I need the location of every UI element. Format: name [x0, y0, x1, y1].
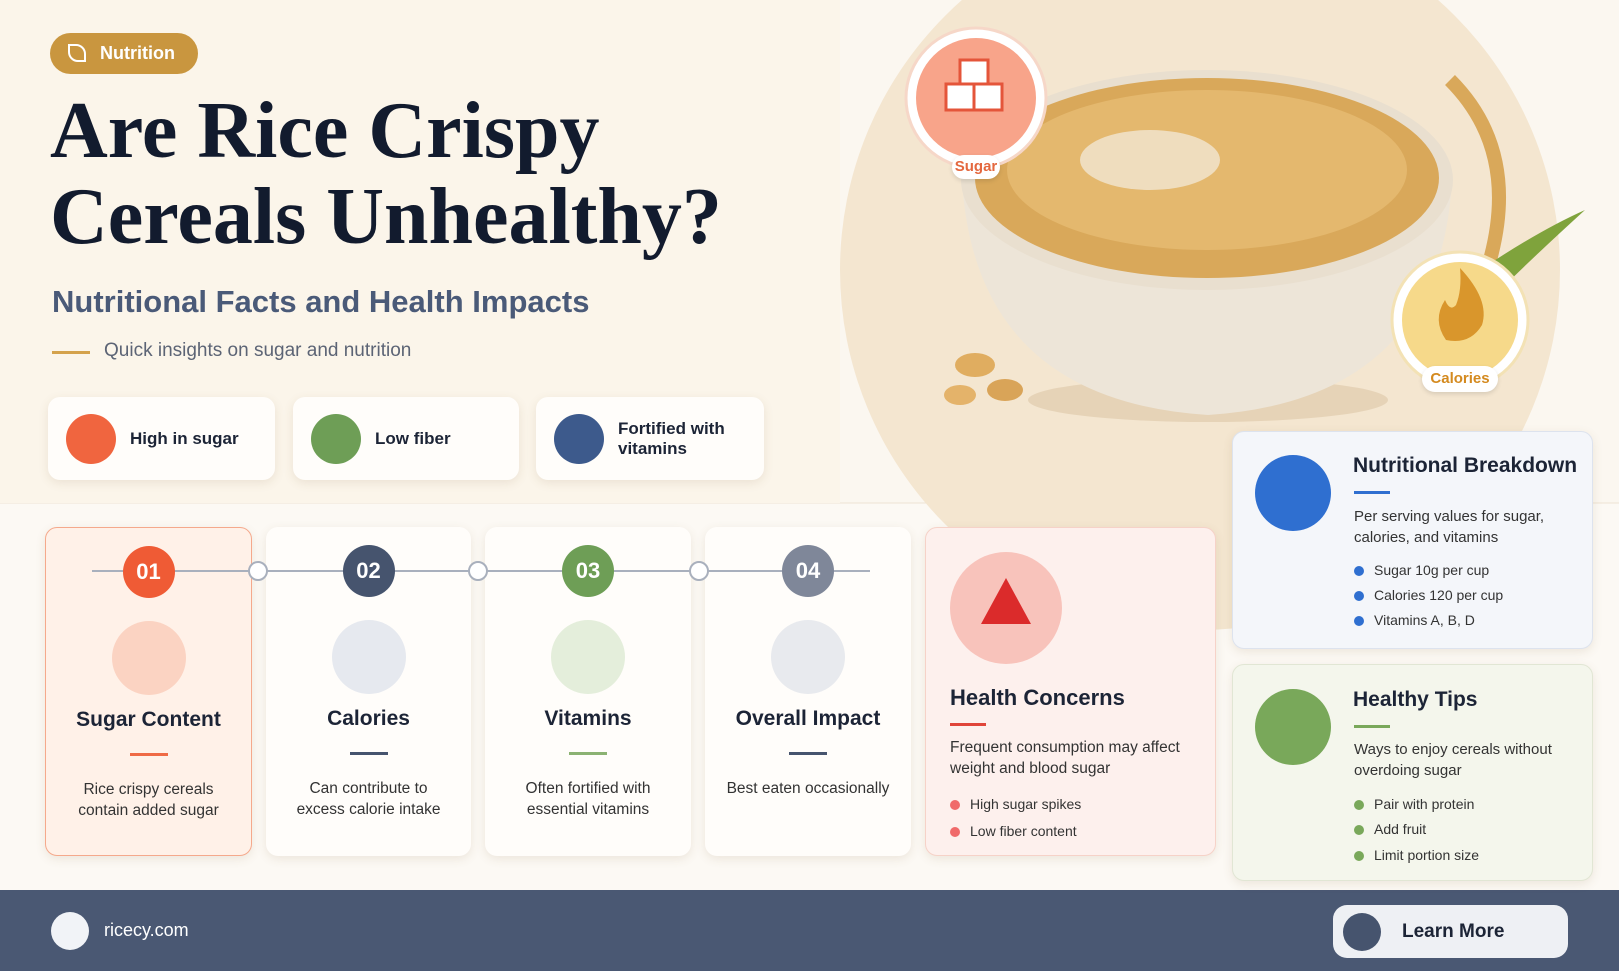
step-card: 01 Sugar Content Rice crispy cereals con… [45, 527, 252, 856]
step-card: 04 Overall Impact Best eaten occasionall… [705, 527, 911, 856]
step-title: Overall Impact [735, 707, 881, 730]
badge-label: Sugar [952, 155, 1000, 179]
sugar-badge-art [904, 26, 1048, 170]
card-title: Health Concerns [950, 685, 1125, 710]
icon [1255, 689, 1331, 765]
subtitle: Nutritional Facts and Health Impacts [52, 284, 590, 319]
step-rule [349, 752, 388, 755]
globe-icon [51, 912, 89, 950]
icon [554, 413, 604, 464]
warning-triangle [981, 578, 1031, 624]
list-item: Calories 120 per cup [1354, 587, 1503, 603]
step-text: Can contribute to excess calorie intake [296, 780, 441, 818]
highlight-card: High in sugar [48, 397, 275, 480]
highlight-card: Low fiber [293, 397, 519, 480]
step-title: Sugar Content [76, 708, 221, 731]
card-text: Frequent consumption may affect weight a… [950, 739, 1180, 777]
site-link[interactable]: ricecy.com [104, 920, 189, 940]
tagline: Quick insights on sugar and nutrition [104, 340, 412, 361]
list-item: High sugar spikes [950, 796, 1081, 812]
list-item: Vitamins A, B, D [1354, 612, 1475, 628]
step-title: Calories [327, 707, 410, 730]
list-item: Low fiber content [950, 823, 1077, 839]
step-card: 02 Calories Can contribute to excess cal… [266, 527, 471, 856]
step-icon [771, 620, 845, 694]
step-rule [569, 752, 607, 755]
title: Are Rice Crispy Cereals Unhealthy? [50, 87, 722, 261]
highlight: Low fiber [375, 428, 451, 448]
step-icon [331, 620, 406, 694]
icon [66, 413, 116, 464]
step-rule [789, 752, 827, 755]
step-rule [129, 753, 168, 756]
card-rule [1354, 725, 1390, 728]
step-icon [551, 620, 625, 694]
tips-card: Healthy Tips Ways to enjoy cereals witho… [1232, 664, 1593, 881]
button-icon [1343, 913, 1381, 951]
breakdown-card: Nutritional Breakdown Per serving values… [1232, 431, 1593, 649]
calories-badge-art [1390, 250, 1530, 390]
step-number: 01 [122, 546, 175, 598]
card-title: Nutritional Breakdown [1353, 454, 1578, 477]
concerns-card: Health Concerns Frequent consumption may… [925, 527, 1216, 856]
card-rule [950, 723, 986, 726]
step-number: 02 [342, 545, 395, 597]
list-item: Add fruit [1354, 821, 1426, 837]
highlight: Fortified with vitamins [618, 418, 725, 458]
list-item: Sugar 10g per cup [1354, 562, 1489, 578]
card-title: Healthy Tips [1353, 688, 1478, 711]
bowl [944, 70, 1453, 422]
list-item: Pair with protein [1354, 796, 1474, 812]
highlight: High in sugar [130, 428, 239, 448]
step-number: 03 [562, 545, 614, 597]
step-icon [111, 621, 186, 695]
list-item: Limit portion size [1354, 847, 1479, 863]
card-text: Ways to enjoy cereals without overdoing … [1354, 741, 1552, 779]
step-text: Often fortified with essential vitamins [525, 780, 651, 818]
step-text: Best eaten occasionally [726, 780, 890, 797]
card-text: Per serving values for sugar, calories, … [1354, 508, 1545, 546]
step-card: 03 Vitamins Often fortified with essenti… [485, 527, 691, 856]
leaf-icon [68, 44, 86, 62]
highlight-card: Fortified with vitamins [536, 397, 764, 480]
step-text: Rice crispy cereals contain added sugar [78, 781, 219, 819]
card-rule [1354, 491, 1390, 494]
tagline-rule [52, 351, 90, 354]
icon [311, 413, 361, 464]
step-title: Vitamins [544, 707, 632, 730]
learn-more-button[interactable]: Learn More [1333, 905, 1568, 958]
icon [1255, 455, 1331, 531]
badge-label: Calories [1422, 366, 1498, 392]
step-number: 04 [782, 545, 834, 597]
tag: Nutrition [50, 33, 198, 74]
